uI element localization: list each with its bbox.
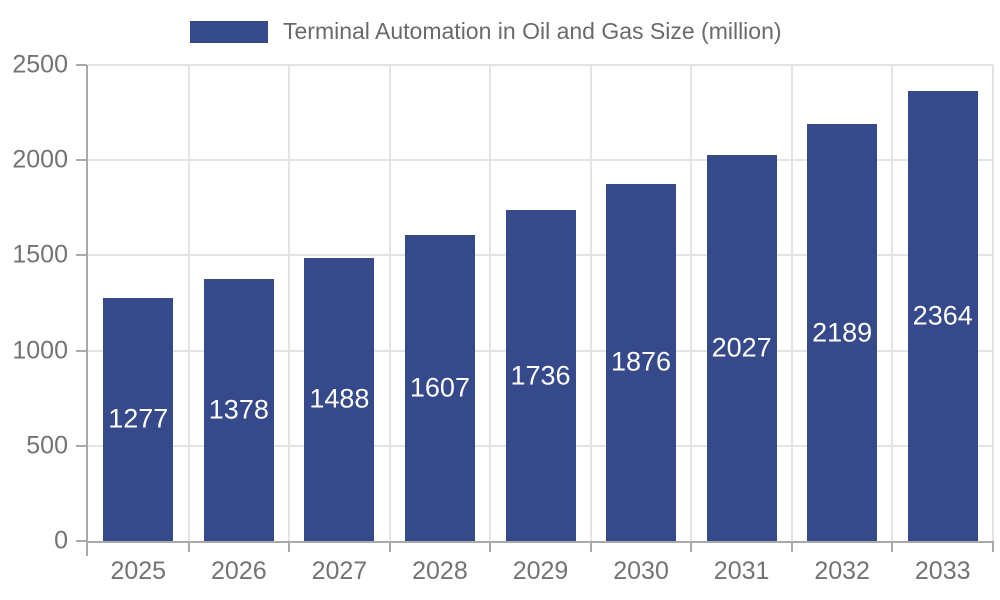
bar-value-label: 2364 xyxy=(912,300,973,331)
legend-swatch-icon xyxy=(190,20,268,43)
bar-value-label: 1277 xyxy=(108,403,169,434)
bar-2025[interactable]: 1277 xyxy=(103,297,174,541)
x-axis-line xyxy=(86,541,994,543)
x-axis-tick xyxy=(992,543,994,552)
x-axis-tick-label: 2027 xyxy=(311,557,368,585)
x-axis-tick-label: 2028 xyxy=(412,557,468,585)
vertical-gridline xyxy=(489,65,492,541)
y-axis-tick xyxy=(76,159,87,162)
vertical-gridline xyxy=(187,65,190,541)
vertical-gridline xyxy=(589,65,592,541)
y-axis-tick-label: 0 xyxy=(54,526,68,555)
x-axis-tick-label: 2030 xyxy=(613,557,669,585)
bar-2027[interactable]: 1488 xyxy=(304,257,375,541)
vertical-gridline xyxy=(992,65,994,541)
y-axis-tick xyxy=(76,540,87,542)
horizontal-gridline xyxy=(88,64,993,66)
bar-value-label: 1378 xyxy=(208,394,269,425)
x-axis-tick-label: 2032 xyxy=(814,557,870,585)
vertical-gridline xyxy=(288,65,291,541)
x-axis-tick xyxy=(589,543,592,552)
y-axis-tick xyxy=(76,349,87,352)
bar-2028[interactable]: 1607 xyxy=(404,235,475,541)
vertical-gridline xyxy=(790,65,793,541)
y-axis-tick-label: 2500 xyxy=(12,50,68,79)
x-axis-tick xyxy=(891,543,894,552)
x-axis-tick xyxy=(388,543,391,552)
x-axis-tick xyxy=(288,543,291,552)
vertical-gridline xyxy=(388,65,391,541)
bar-value-label: 1607 xyxy=(409,372,470,403)
bar-value-label: 1488 xyxy=(309,383,370,414)
chart-title: Terminal Automation in Oil and Gas Size … xyxy=(283,18,782,44)
x-axis-tick xyxy=(489,543,492,552)
bar-value-label: 2189 xyxy=(812,317,873,348)
x-axis-tick-label: 2029 xyxy=(512,557,569,585)
x-axis-tick-label: 2033 xyxy=(914,557,971,585)
legend-item[interactable]: Terminal Automation in Oil and Gas Size … xyxy=(190,18,782,46)
bar-value-label: 1876 xyxy=(611,346,672,377)
bar-2033[interactable]: 2364 xyxy=(907,90,978,541)
bar-2031[interactable]: 2027 xyxy=(706,155,777,541)
x-axis-tick-label: 2026 xyxy=(211,557,267,585)
x-axis-tick xyxy=(790,543,793,552)
y-axis-tick xyxy=(76,444,87,447)
bar-2030[interactable]: 1876 xyxy=(606,183,677,541)
y-axis-tick-label: 1500 xyxy=(12,240,68,269)
y-axis-line xyxy=(86,65,88,556)
y-axis-tick xyxy=(76,254,87,257)
bar-value-label: 2027 xyxy=(711,332,772,363)
bar-2032[interactable]: 2189 xyxy=(807,124,878,541)
vertical-gridline xyxy=(690,65,693,541)
x-axis-tick xyxy=(187,543,190,552)
x-axis-tick-label: 2025 xyxy=(110,557,167,585)
horizontal-gridline xyxy=(88,159,993,162)
y-axis-tick-label: 2000 xyxy=(12,145,68,174)
vertical-gridline xyxy=(891,65,894,541)
y-axis-tick xyxy=(76,64,87,66)
y-axis-tick-label: 1000 xyxy=(12,336,68,365)
x-axis-tick-label: 2031 xyxy=(713,557,770,585)
bar-value-label: 1736 xyxy=(510,360,571,391)
x-axis-tick xyxy=(690,543,693,552)
y-axis-tick-label: 500 xyxy=(26,431,68,460)
plot-area: 1277 1378 1488 1607 1736 1876 2027 2189 2364 xyxy=(88,64,994,541)
bar-2029[interactable]: 1736 xyxy=(505,210,576,541)
bar-2026[interactable]: 1378 xyxy=(203,278,274,541)
